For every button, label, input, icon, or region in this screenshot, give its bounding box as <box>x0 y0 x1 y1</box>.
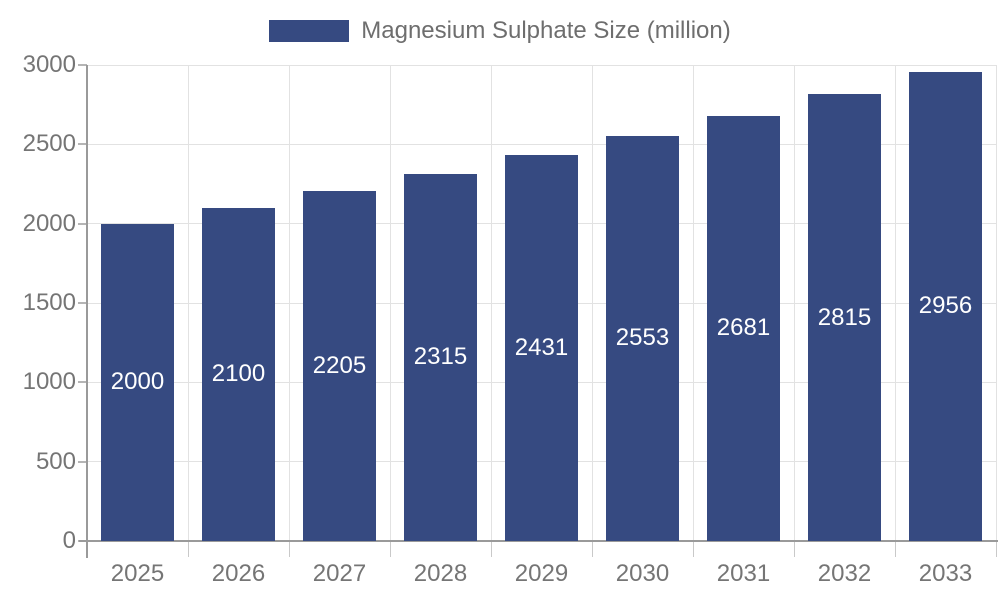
gridline-vertical <box>187 65 189 541</box>
x-axis-tick <box>995 541 997 557</box>
bar-2026 <box>202 207 275 541</box>
y-axis-tick <box>78 143 87 146</box>
bar-2028 <box>404 173 477 541</box>
gridline-vertical <box>490 65 492 541</box>
bar-2032 <box>808 94 881 541</box>
x-axis-tick <box>894 541 896 557</box>
y-axis-tick-label: 3000 <box>22 51 76 78</box>
x-axis-tick <box>187 541 189 557</box>
gridline-horizontal <box>87 143 996 145</box>
y-axis-tick <box>78 222 87 225</box>
y-axis-tick-label: 500 <box>35 447 76 475</box>
y-axis-tick <box>78 64 87 66</box>
bar-2027 <box>303 191 376 541</box>
bar-2033 <box>909 71 982 541</box>
x-axis-tick-label: 2026 <box>211 560 266 587</box>
x-axis-tick-label: 2032 <box>817 560 872 587</box>
y-axis-tick-label: 0 <box>62 527 76 554</box>
gridline-horizontal <box>87 64 996 66</box>
legend-swatch <box>269 20 350 42</box>
bar-2030 <box>606 135 679 541</box>
bar-2025 <box>101 223 174 541</box>
x-axis-tick-label: 2031 <box>716 560 771 587</box>
legend-label: Magnesium Sulphate Size (million) <box>361 17 731 44</box>
bar-2029 <box>505 155 578 541</box>
x-axis-tick-label: 2025 <box>110 560 165 587</box>
bar-value-label: 2553 <box>615 324 670 352</box>
x-axis-tick <box>591 541 593 557</box>
gridline-vertical <box>793 65 795 541</box>
bar-value-label: 2100 <box>211 360 266 388</box>
y-axis-tick <box>78 302 87 304</box>
x-axis-tick-label: 2029 <box>514 560 569 587</box>
bar-value-label: 2956 <box>918 292 973 320</box>
x-axis-tick-label: 2027 <box>312 560 367 587</box>
legend[interactable]: Magnesium Sulphate Size (million) <box>0 16 1000 46</box>
bar-value-label: 2205 <box>312 352 367 380</box>
bar-2031 <box>707 115 780 541</box>
gridline-vertical <box>894 65 896 541</box>
y-axis-line <box>86 65 88 558</box>
x-axis-tick <box>793 541 795 557</box>
y-axis-tick <box>78 381 87 384</box>
x-axis-tick <box>389 541 391 557</box>
x-axis-tick-label: 2030 <box>615 560 670 587</box>
bar-value-label: 2815 <box>817 303 872 331</box>
bar-value-label: 2681 <box>716 314 771 342</box>
gridline-vertical <box>389 65 391 541</box>
x-axis-tick <box>490 541 492 557</box>
x-axis-line <box>79 540 998 542</box>
y-axis-tick-label: 2000 <box>22 209 76 237</box>
bar-value-label: 2431 <box>514 334 569 362</box>
x-axis-tick-label: 2033 <box>918 560 973 587</box>
bar-value-label: 2315 <box>413 343 468 371</box>
gridline-vertical <box>591 65 593 541</box>
y-axis-tick-label: 2500 <box>22 130 76 158</box>
gridline-vertical <box>692 65 694 541</box>
x-axis-tick <box>692 541 694 557</box>
x-axis-tick-label: 2028 <box>413 560 468 587</box>
y-axis-tick-label: 1500 <box>22 289 76 316</box>
y-axis-tick-label: 1000 <box>22 368 76 396</box>
gridline-vertical <box>995 65 997 541</box>
gridline-vertical <box>288 65 290 541</box>
bar-value-label: 2000 <box>110 368 165 396</box>
y-axis-tick <box>78 460 87 463</box>
x-axis-tick <box>288 541 290 557</box>
